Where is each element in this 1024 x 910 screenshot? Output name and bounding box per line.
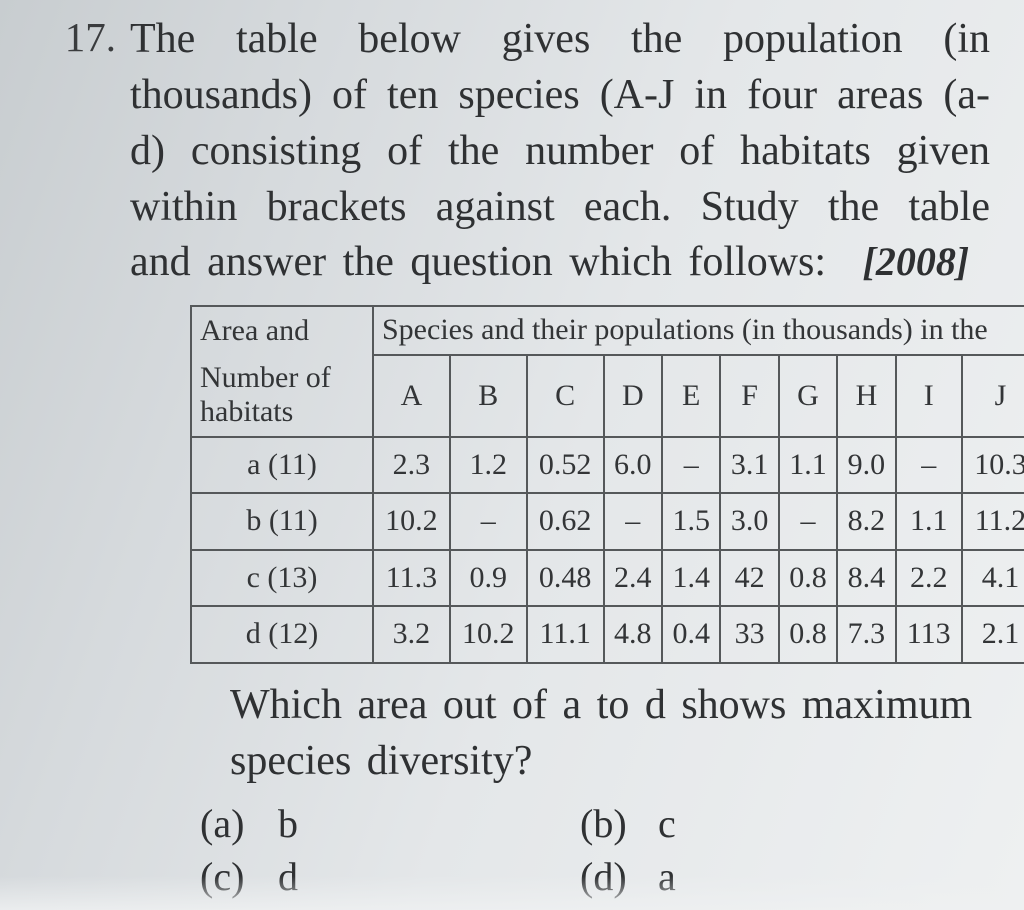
cell: 2.4 — [604, 550, 662, 607]
option-text: a — [658, 853, 676, 900]
cell: 1.1 — [779, 437, 837, 494]
option-text: c — [658, 800, 676, 847]
follow-question: Which area out of a to d shows maximum s… — [230, 678, 1024, 790]
table-header-row-1: Area and Species and their populations (… — [191, 306, 1024, 355]
cell: 3.2 — [373, 606, 450, 663]
population-table-wrap: Area and Species and their populations (… — [190, 305, 1024, 664]
cell: 1.5 — [662, 493, 720, 550]
col-B: B — [450, 355, 527, 437]
table-row: d (12) 3.2 10.2 11.1 4.8 0.4 33 0.8 7.3 … — [191, 606, 1024, 663]
row-label-c: c (13) — [191, 550, 373, 607]
cell: 3.1 — [720, 437, 778, 494]
option-label: (a) — [200, 800, 264, 847]
cell: 1.4 — [662, 550, 720, 607]
cell: 11.2 — [962, 493, 1024, 550]
cell: 0.4 — [662, 606, 720, 663]
cell: 2.3 — [373, 437, 450, 494]
cell: 10.2 — [373, 493, 450, 550]
cell: 11.1 — [527, 606, 604, 663]
cell: 8.4 — [837, 550, 895, 607]
col-E: E — [662, 355, 720, 437]
area-header-top: Area and — [191, 306, 373, 355]
option-text: b — [278, 800, 298, 847]
row-label-b: b (11) — [191, 493, 373, 550]
row-label-d: d (12) — [191, 606, 373, 663]
option-c: (c) d — [200, 853, 580, 900]
cell: 1.1 — [896, 493, 962, 550]
cell: 2.2 — [896, 550, 962, 607]
cell: 7.3 — [837, 606, 895, 663]
cell: 8.2 — [837, 493, 895, 550]
col-D: D — [604, 355, 662, 437]
cell: – — [779, 493, 837, 550]
table-header-row-2: Number of habitats A B C D E F G H I J — [191, 355, 1024, 437]
question-text: The table below gives the population (in… — [130, 12, 990, 291]
cell: 10.2 — [450, 606, 527, 663]
area-header-bottom: Number of habitats — [191, 355, 373, 437]
option-label: (c) — [200, 853, 264, 900]
species-header: Species and their populations (in thousa… — [373, 306, 1024, 355]
page: 17. The table below gives the population… — [0, 0, 1024, 910]
cell: 0.9 — [450, 550, 527, 607]
table-row: c (13) 11.3 0.9 0.48 2.4 1.4 42 0.8 8.4 … — [191, 550, 1024, 607]
option-d: (d) a — [580, 853, 960, 900]
question-number: 17. — [60, 16, 116, 59]
col-G: G — [779, 355, 837, 437]
cell: 1.2 — [450, 437, 527, 494]
cell: – — [662, 437, 720, 494]
col-F: F — [720, 355, 778, 437]
option-text: d — [278, 853, 298, 900]
cell: 9.0 — [837, 437, 895, 494]
options-grid: (a) b (b) c (c) d (d) a — [200, 800, 990, 900]
cell: 42 — [720, 550, 778, 607]
option-label: (b) — [580, 800, 644, 847]
cell: 113 — [896, 606, 962, 663]
cell: 33 — [720, 606, 778, 663]
cell: – — [450, 493, 527, 550]
table-row: a (11) 2.3 1.2 0.52 6.0 – 3.1 1.1 9.0 – … — [191, 437, 1024, 494]
cell: 11.3 — [373, 550, 450, 607]
option-a: (a) b — [200, 800, 580, 847]
cell: 0.52 — [527, 437, 604, 494]
cell: 3.0 — [720, 493, 778, 550]
cell: 6.0 — [604, 437, 662, 494]
table-row: b (11) 10.2 – 0.62 – 1.5 3.0 – 8.2 1.1 1… — [191, 493, 1024, 550]
cell: 2.1 — [962, 606, 1024, 663]
question-row: 17. The table below gives the population… — [60, 12, 990, 291]
cell: 0.8 — [779, 550, 837, 607]
col-J: J — [962, 355, 1024, 437]
cell: – — [896, 437, 962, 494]
question-body: The table below gives the population (in… — [130, 16, 990, 285]
col-C: C — [527, 355, 604, 437]
col-H: H — [837, 355, 895, 437]
question-year: [2008] — [863, 239, 970, 284]
cell: 4.1 — [962, 550, 1024, 607]
option-b: (b) c — [580, 800, 960, 847]
cell: 0.8 — [779, 606, 837, 663]
cell: – — [604, 493, 662, 550]
option-label: (d) — [580, 853, 644, 900]
cell: 0.48 — [527, 550, 604, 607]
row-label-a: a (11) — [191, 437, 373, 494]
population-table: Area and Species and their populations (… — [190, 305, 1024, 664]
cell: 0.62 — [527, 493, 604, 550]
cell: 4.8 — [604, 606, 662, 663]
col-A: A — [373, 355, 450, 437]
col-I: I — [896, 355, 962, 437]
cell: 10.3 — [962, 437, 1024, 494]
